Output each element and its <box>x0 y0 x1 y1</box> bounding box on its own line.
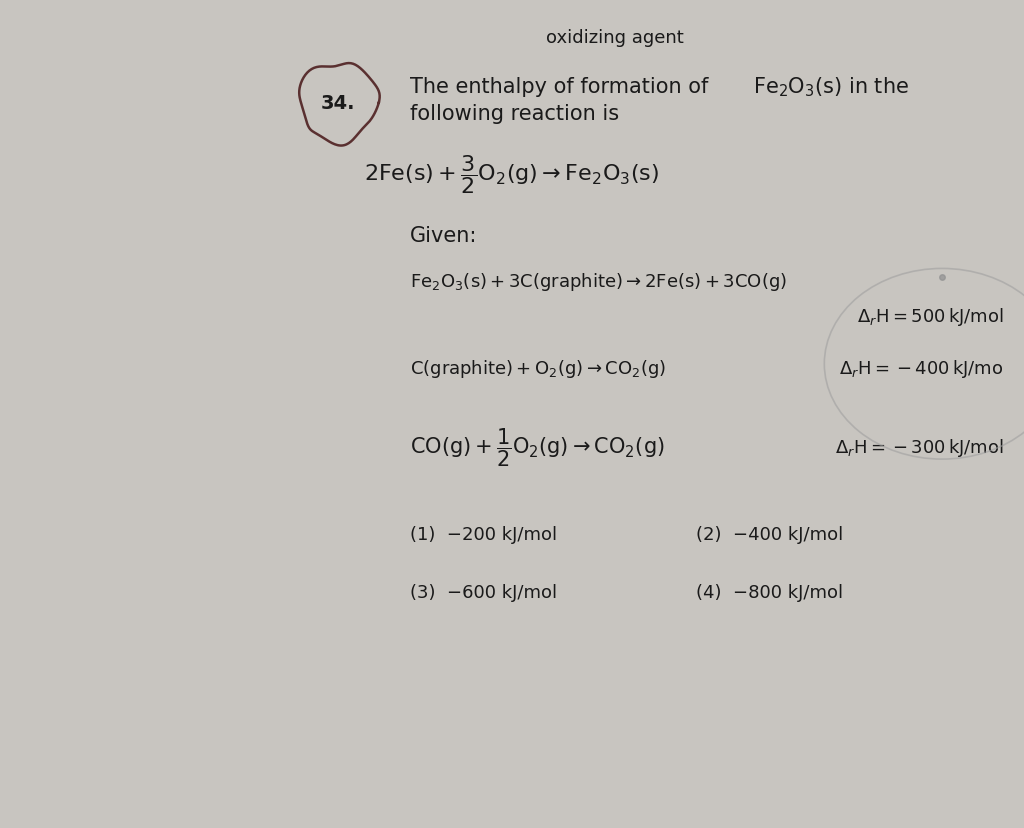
Text: (2)  −400 kJ/mol: (2) −400 kJ/mol <box>696 525 844 543</box>
Text: oxidizing agent: oxidizing agent <box>546 29 683 47</box>
Text: following reaction is: following reaction is <box>410 104 618 124</box>
Text: $\Delta_r\mathrm{H=500\,kJ/mol}$: $\Delta_r\mathrm{H=500\,kJ/mol}$ <box>857 306 1004 327</box>
Text: Given:: Given: <box>410 226 477 246</box>
Text: $\mathrm{Fe_2O_3(s)}$ in the: $\mathrm{Fe_2O_3(s)}$ in the <box>753 75 908 99</box>
Text: $\Delta_r\mathrm{H=-400\,kJ/mo}$: $\Delta_r\mathrm{H=-400\,kJ/mo}$ <box>839 358 1004 379</box>
Text: $\mathrm{2Fe(s)+\dfrac{3}{2}O_2(g)\rightarrow Fe_2O_3(s)}$: $\mathrm{2Fe(s)+\dfrac{3}{2}O_2(g)\right… <box>365 152 659 195</box>
Text: $\mathrm{CO(g)+\dfrac{1}{2}O_2(g)\rightarrow CO_2(g)}$: $\mathrm{CO(g)+\dfrac{1}{2}O_2(g)\righta… <box>410 426 665 469</box>
Text: (1)  −200 kJ/mol: (1) −200 kJ/mol <box>410 525 557 543</box>
Text: $\mathrm{Fe_2O_3(s) + 3C(graphite)\rightarrow 2Fe(s) + 3CO(g)}$: $\mathrm{Fe_2O_3(s) + 3C(graphite)\right… <box>410 271 786 292</box>
Text: (4)  −800 kJ/mol: (4) −800 kJ/mol <box>696 583 844 601</box>
Text: $\mathrm{C(graphite)+O_2(g)\rightarrow CO_2(g)}$: $\mathrm{C(graphite)+O_2(g)\rightarrow C… <box>410 358 666 379</box>
Text: 34.: 34. <box>321 94 355 113</box>
Text: $\Delta_r\mathrm{H=-300\,kJ/mol}$: $\Delta_r\mathrm{H=-300\,kJ/mol}$ <box>835 436 1004 458</box>
Text: (3)  −600 kJ/mol: (3) −600 kJ/mol <box>410 583 557 601</box>
Text: The enthalpy of formation of: The enthalpy of formation of <box>410 77 708 97</box>
